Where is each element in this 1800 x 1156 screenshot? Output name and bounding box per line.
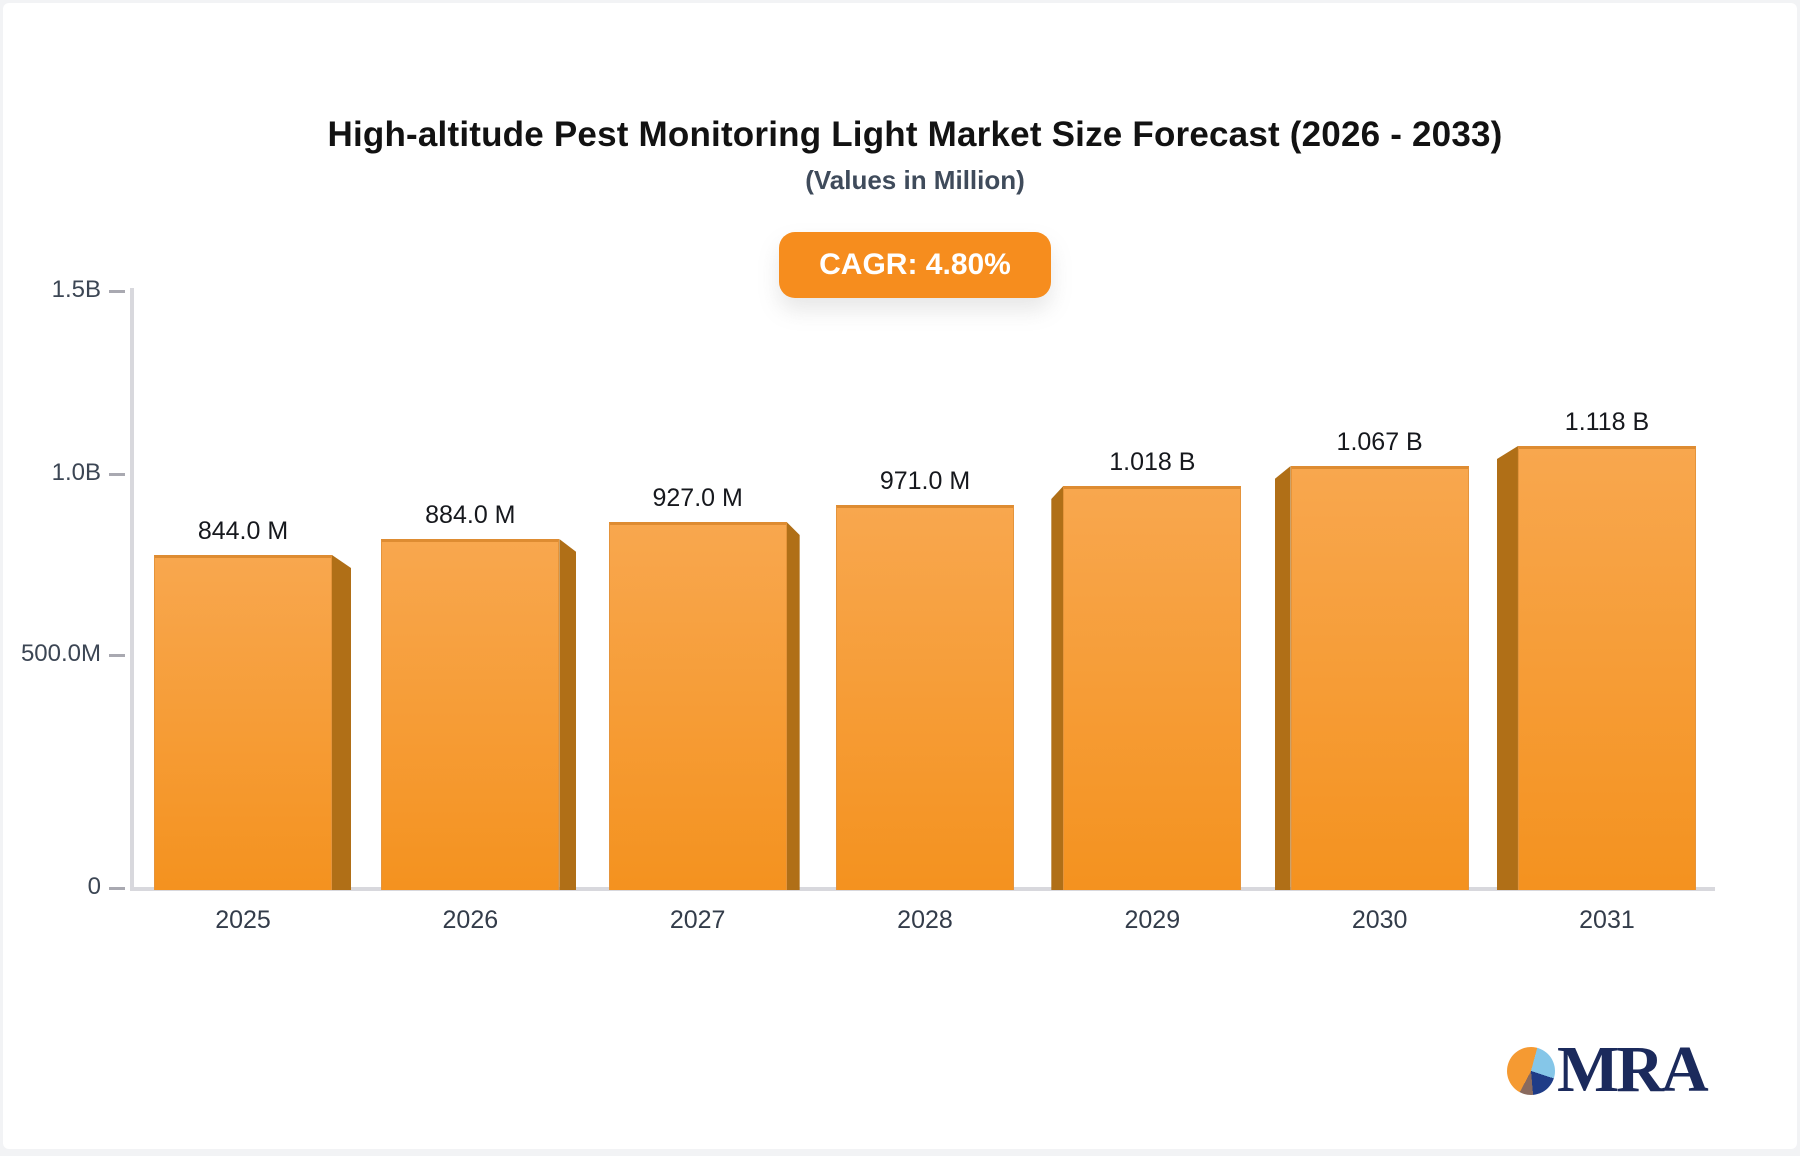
bar-side-2025 [332, 555, 351, 890]
y-axis-tick-label: 1.5B [51, 276, 101, 303]
pie-chart-logo-icon [1507, 1047, 1555, 1095]
x-axis-label-2026: 2026 [442, 906, 499, 934]
y-axis-tick [109, 887, 125, 890]
bar-2028 [835, 505, 1014, 890]
bar-2027 [608, 522, 787, 890]
x-axis-label-2025: 2025 [215, 906, 271, 934]
x-axis-label-2030: 2030 [1351, 906, 1408, 934]
bar-side-2031 [1496, 446, 1518, 890]
chart-header: High-altitude Pest Monitoring Light Mark… [133, 3, 1697, 298]
bar-value-label-2025: 844.0 M [197, 517, 289, 545]
chart-subtitle: (Values in Million) [805, 165, 1025, 195]
y-axis-tick-label: 500.0M [20, 640, 101, 667]
bar-2025 [154, 555, 332, 890]
bar-2026 [381, 539, 560, 890]
x-axis-label-2031: 2031 [1579, 906, 1635, 934]
x-axis-label-2029: 2029 [1124, 906, 1181, 934]
bar-side-2029 [1051, 486, 1064, 890]
bar-value-label-2029: 1.018 B [1109, 448, 1196, 476]
y-axis-tick [109, 473, 125, 476]
x-axis-label-2027: 2027 [669, 906, 726, 934]
chart-title: High-altitude Pest Monitoring Light Mark… [327, 115, 1503, 154]
y-axis-tick-label: 0 [87, 873, 101, 900]
bar-side-2027 [786, 522, 800, 890]
bar-2031 [1517, 446, 1696, 890]
bar-value-label-2026: 884.0 M [425, 501, 516, 529]
bar-side-2030 [1274, 466, 1291, 890]
logo-text: MRA [1557, 1033, 1709, 1106]
bar-side-2026 [559, 539, 577, 890]
bar-2029 [1063, 486, 1242, 890]
y-axis-tick [109, 290, 125, 293]
bar-chart-plot-area: 1.5B 1.0B 500.0M 0 844.0 M 2025 884.0 M 2026 927… [3, 3, 1797, 1149]
bar-value-label-2031: 1.118 B [1564, 408, 1650, 436]
y-axis-tick [109, 654, 125, 657]
cagr-badge: CAGR: 4.80% [779, 232, 1051, 298]
bar-value-label-2028: 971.0 M [879, 467, 971, 495]
chart-card: High-altitude Pest Monitoring Light Mark… [3, 3, 1797, 1149]
bar-2030 [1290, 466, 1469, 890]
bar-value-label-2027: 927.0 M [652, 484, 743, 512]
y-axis-line [130, 288, 134, 891]
x-axis-label-2028: 2028 [897, 906, 953, 934]
y-axis-tick-label: 1.0B [51, 459, 101, 486]
bar-value-label-2030: 1.067 B [1336, 428, 1423, 456]
